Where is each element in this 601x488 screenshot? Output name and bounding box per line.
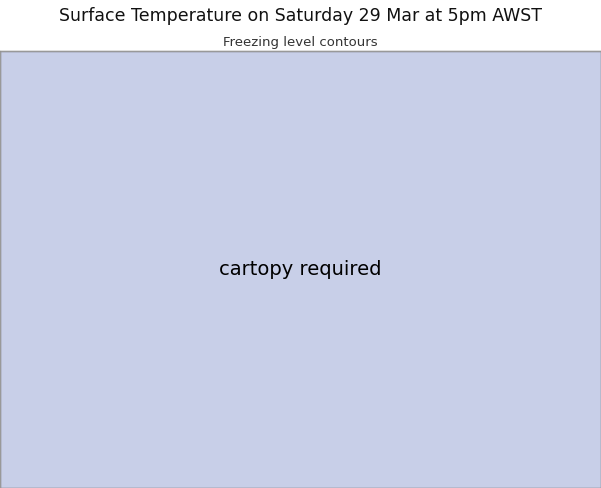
Text: cartopy required: cartopy required [219,260,382,279]
Text: Surface Temperature on Saturday 29 Mar at 5pm AWST: Surface Temperature on Saturday 29 Mar a… [59,7,542,25]
Text: Freezing level contours: Freezing level contours [223,36,378,48]
